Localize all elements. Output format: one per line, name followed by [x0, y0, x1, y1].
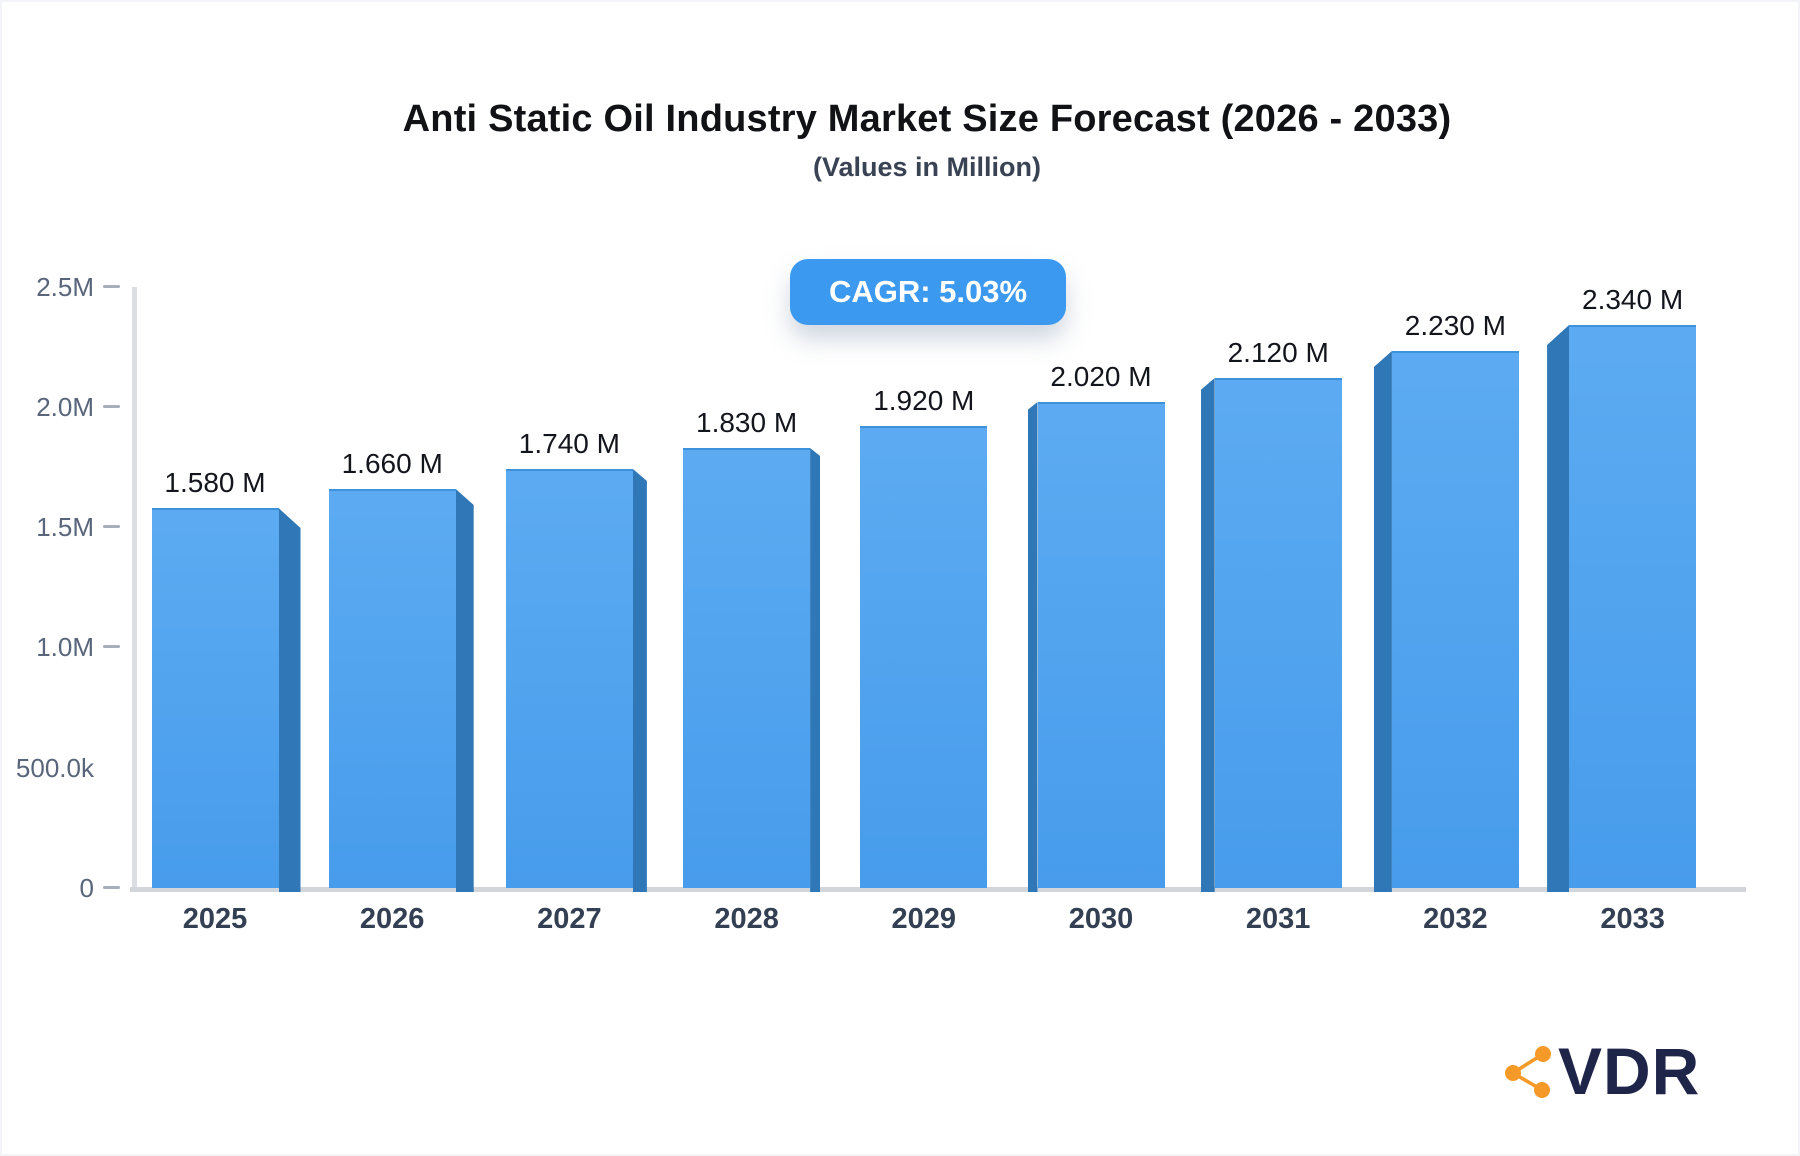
y-axis-tick-label: 2.0M — [36, 392, 94, 422]
bar-value-label-2031: 2.120 M — [1227, 337, 1329, 368]
bar-value-label-2033: 2.340 M — [1582, 284, 1684, 315]
chart-subtitle: (Values in Million) — [812, 152, 1042, 182]
y-axis-tick-dash — [103, 886, 120, 889]
vdr-logo: VDR — [1503, 1038, 1700, 1104]
x-axis-label-2025: 2025 — [182, 903, 248, 935]
x-axis-label-2029: 2029 — [891, 903, 957, 935]
bar-side-2030 — [1027, 402, 1038, 892]
x-axis-label-2032: 2032 — [1423, 903, 1488, 935]
x-axis-line — [130, 887, 1746, 892]
cagr-badge: CAGR: 5.03% — [790, 259, 1066, 325]
bar-2030[interactable] — [1037, 402, 1165, 888]
bar-side-2033 — [1547, 325, 1570, 892]
vdr-logo-text: VDR — [1558, 1034, 1701, 1108]
bar-value-label-2029: 1.920 M — [873, 385, 975, 416]
x-axis-label-2028: 2028 — [714, 903, 779, 935]
bar-value-label-2028: 1.830 M — [696, 407, 798, 438]
bar-side-2026 — [455, 489, 474, 892]
bar-side-2032 — [1373, 351, 1392, 892]
x-axis-label-2033: 2033 — [1600, 903, 1665, 935]
bar-2025[interactable] — [151, 508, 279, 888]
y-axis-tick-label: 1.5M — [36, 512, 94, 542]
bar-value-label-2027: 1.740 M — [518, 428, 620, 459]
y-axis-tick-label: 1.0M — [36, 632, 94, 662]
y-axis-tick-dash — [103, 405, 120, 408]
bar-side-2025 — [278, 508, 301, 892]
y-axis-line — [132, 287, 137, 888]
y-axis-tick-label: 500.0k — [15, 753, 94, 783]
bar-2028[interactable] — [683, 448, 811, 888]
bar-2032[interactable] — [1391, 351, 1519, 888]
x-axis-label-2026: 2026 — [359, 903, 425, 935]
bar-2027[interactable] — [505, 469, 633, 888]
chart-title: Anti Static Oil Industry Market Size For… — [402, 98, 1452, 140]
bar-2031[interactable] — [1214, 378, 1342, 888]
x-axis-label-2030: 2030 — [1068, 903, 1134, 935]
y-axis-tick-dash — [103, 525, 120, 528]
y-axis-tick-label: 0 — [79, 873, 94, 903]
bar-2033[interactable] — [1569, 325, 1697, 888]
x-axis-label-2031: 2031 — [1245, 903, 1311, 935]
bar-2026[interactable] — [328, 489, 456, 888]
bar-value-label-2026: 1.660 M — [341, 448, 443, 479]
bar-value-label-2025: 1.580 M — [164, 467, 266, 498]
y-axis-tick-dash — [103, 645, 120, 648]
bar-side-2027 — [632, 469, 647, 892]
y-axis-tick-label: 2.5M — [36, 272, 94, 302]
y-axis-tick-dash — [103, 285, 120, 288]
bar-side-2028 — [810, 448, 821, 892]
bar-side-2031 — [1200, 378, 1215, 892]
bar-value-label-2032: 2.230 M — [1404, 310, 1506, 341]
share-network-icon — [1503, 1040, 1553, 1103]
bar-value-label-2030: 2.020 M — [1050, 361, 1152, 392]
x-axis-label-2027: 2027 — [537, 903, 602, 935]
bar-2029[interactable] — [860, 426, 988, 888]
